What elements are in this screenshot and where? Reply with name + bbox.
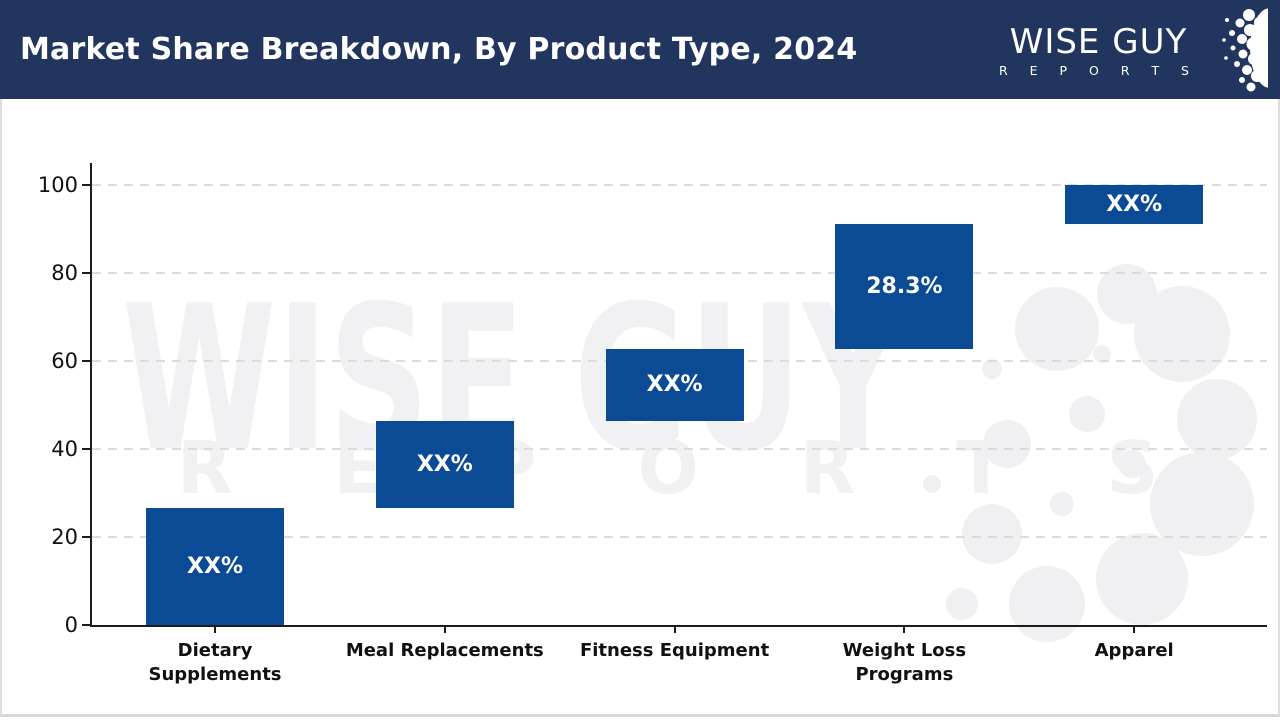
bar-value-label-3: XX% [646, 372, 703, 398]
bar-value-label-2: XX% [416, 451, 473, 477]
y-tick-label-100: 100 [37, 173, 78, 198]
x-tickmark-2 [443, 625, 446, 633]
page-title: Market Share Breakdown, By Product Type,… [20, 32, 858, 67]
category-label-1: Dietary Supplements [148, 640, 282, 686]
brand-logo-text: WISE GUY R E P O R T S [999, 22, 1198, 78]
y-tickmark-80 [82, 272, 90, 275]
gridline-40 [92, 448, 1267, 451]
bar-value-label-1: XX% [187, 554, 243, 580]
category-label-4: Weight Loss Programs [842, 640, 967, 686]
y-tick-label-20: 20 [51, 524, 78, 549]
brand-head-icon [1222, 8, 1268, 92]
gridline-20 [92, 536, 1267, 539]
y-tickmark-20 [82, 536, 90, 539]
bar-segment-4: 28.3% [835, 224, 974, 349]
brand-tagline: R E P O R T S [998, 63, 1198, 78]
bar-segment-3: XX% [605, 348, 744, 421]
chart-panel: WISE GUY R E P O R T S 0 20 40 60 80 100 XX% Di… [0, 99, 1280, 717]
bar-segment-1: XX% [146, 508, 284, 625]
y-tickmark-0 [82, 624, 90, 626]
bar-value-label-4: 28.3% [866, 274, 943, 300]
x-tickmark-5 [1133, 625, 1136, 633]
y-tickmark-100 [82, 184, 90, 187]
x-tickmark-1 [214, 625, 216, 633]
gridline-80 [92, 272, 1267, 275]
brand-name: WISE GUY [1009, 22, 1188, 62]
bar-segment-5: XX% [1065, 185, 1204, 225]
y-tick-label-0: 0 [64, 612, 78, 637]
y-tickmark-60 [82, 360, 90, 363]
category-label-3: Fitness Equipment [579, 640, 770, 661]
category-label-2: Meal Replacements [345, 640, 544, 661]
category-label-5: Apparel [1094, 640, 1174, 661]
y-tickmark-40 [82, 448, 90, 451]
bar-value-label-5: XX% [1106, 192, 1163, 218]
bar-segment-2: XX% [375, 420, 514, 509]
brand-logo: WISE GUY R E P O R T S [999, 6, 1268, 94]
plot-area: 0 20 40 60 80 100 XX% Dietary Supplements XX% Mea… [38, 163, 1267, 685]
y-tick-label-80: 80 [51, 260, 78, 285]
x-tickmark-3 [673, 625, 676, 633]
x-tickmark-4 [903, 625, 906, 633]
header-bar: Market Share Breakdown, By Product Type,… [0, 0, 1280, 99]
y-tick-label-40: 40 [51, 436, 78, 461]
gridline-100 [92, 184, 1267, 187]
y-tick-label-60: 60 [51, 348, 78, 373]
watermark-head-graphic [923, 264, 1257, 642]
